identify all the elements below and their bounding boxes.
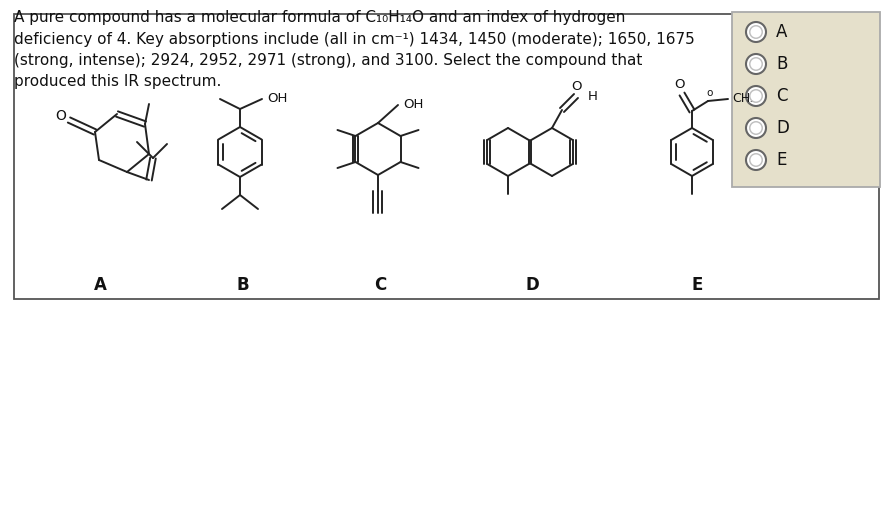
Text: OH: OH bbox=[266, 92, 287, 104]
Text: O: O bbox=[55, 109, 66, 123]
Text: o: o bbox=[706, 88, 713, 98]
Text: A: A bbox=[94, 276, 106, 294]
Circle shape bbox=[750, 155, 761, 165]
Text: produced this IR spectrum.: produced this IR spectrum. bbox=[14, 74, 221, 89]
Text: CH₃: CH₃ bbox=[731, 93, 755, 105]
Circle shape bbox=[748, 121, 763, 135]
Circle shape bbox=[748, 57, 763, 71]
Circle shape bbox=[748, 89, 763, 103]
Circle shape bbox=[746, 118, 765, 138]
Circle shape bbox=[746, 54, 765, 74]
Bar bbox=[14, 14, 878, 299]
Text: E: E bbox=[690, 276, 702, 294]
Text: H: H bbox=[587, 89, 597, 102]
Text: C: C bbox=[775, 87, 787, 105]
Text: O: O bbox=[674, 79, 685, 92]
Text: B: B bbox=[775, 55, 787, 73]
Circle shape bbox=[746, 86, 765, 106]
Circle shape bbox=[748, 25, 763, 39]
Text: D: D bbox=[525, 276, 538, 294]
Text: (strong, intense); 2924, 2952, 2971 (strong), and 3100. Select the compound that: (strong, intense); 2924, 2952, 2971 (str… bbox=[14, 53, 642, 68]
Text: A pure compound has a molecular formula of C₁₀H₁₄O and an index of hydrogen: A pure compound has a molecular formula … bbox=[14, 10, 625, 25]
Text: O: O bbox=[571, 80, 582, 93]
Text: B: B bbox=[236, 276, 249, 294]
Text: A: A bbox=[775, 23, 787, 41]
Circle shape bbox=[746, 150, 765, 170]
Text: C: C bbox=[374, 276, 385, 294]
Text: deficiency of 4. Key absorptions include (all in cm⁻¹) 1434, 1450 (moderate); 16: deficiency of 4. Key absorptions include… bbox=[14, 32, 694, 47]
Circle shape bbox=[750, 26, 761, 38]
Circle shape bbox=[750, 90, 761, 101]
Circle shape bbox=[746, 22, 765, 42]
Circle shape bbox=[748, 153, 763, 167]
Bar bbox=[731, 12, 879, 187]
Circle shape bbox=[750, 123, 761, 133]
Text: OH: OH bbox=[402, 98, 423, 111]
Text: D: D bbox=[775, 119, 788, 137]
Circle shape bbox=[750, 58, 761, 69]
Text: E: E bbox=[775, 151, 786, 169]
